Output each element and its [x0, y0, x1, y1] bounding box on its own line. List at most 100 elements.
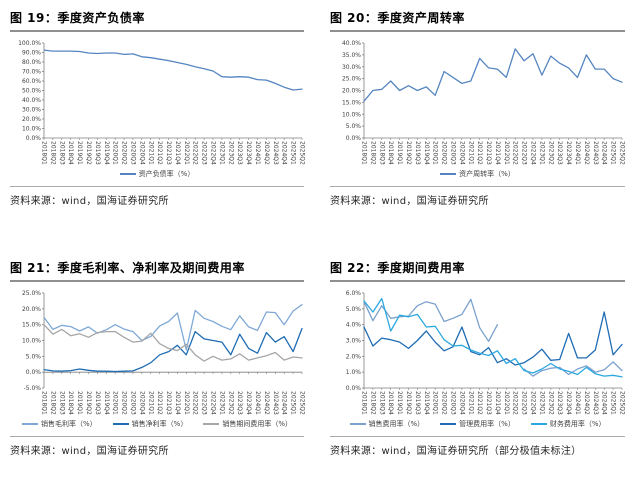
x-tick-label: 2019Q1: [76, 391, 83, 415]
x-tick-label: 2023Q4: [565, 141, 572, 165]
y-tick-label: 0.0%: [26, 135, 42, 142]
x-tick-label: 2020Q3: [449, 141, 456, 165]
x-tick-label: 2023Q4: [565, 391, 572, 415]
y-tick-label: 10.0%: [22, 338, 41, 345]
x-tick-label: 2020Q4: [458, 141, 465, 165]
x-tick-label: 2020Q1: [432, 141, 439, 165]
x-tick-label: 2019Q3: [94, 391, 101, 415]
figure-22-chart-area: 0.0% 1.0% 2.0% 3.0% 4.0% 5.0% 6.0% 2018Q1 2018Q2…: [330, 288, 626, 429]
x-tick-label: 2019Q4: [423, 141, 430, 165]
x-tick-label: 2018Q2: [369, 141, 376, 165]
x-tick-label: 2024Q4: [601, 141, 608, 165]
x-tick-label: 2020Q2: [121, 141, 128, 165]
x-tick-label: 2019Q2: [405, 141, 412, 165]
legend-label: 资产周转率（%）: [459, 170, 515, 178]
x-tick-label: 2023Q2: [227, 391, 234, 415]
figure-21-legend: 销售毛利率（%） 销售净利率（%） 销售期间费用率（%）: [10, 419, 304, 429]
x-tick-label: 2023Q1: [218, 391, 225, 415]
x-tick-label: 2022Q4: [210, 391, 217, 415]
x-tick-label: 2020Q3: [449, 391, 456, 415]
x-tick-label: 2025Q2: [619, 391, 626, 415]
y-tick-label: 0.0%: [346, 385, 362, 392]
x-tick-label: 2020Q2: [441, 141, 448, 165]
x-tick-label: 2022Q1: [183, 141, 190, 165]
y-tick-label: 40.0%: [22, 97, 41, 104]
y-tick-label: 35.0%: [342, 52, 361, 59]
x-tick-label: 2021Q2: [156, 391, 163, 415]
x-tick-label: 2024Q3: [272, 141, 279, 165]
y-tick-label: 90.0%: [22, 50, 41, 57]
x-tick-label: 2022Q2: [512, 141, 519, 165]
series-line-销售毛利率（%）: [43, 304, 303, 351]
x-tick-label: 2020Q1: [112, 141, 119, 165]
x-tick-label: 2023Q2: [547, 391, 554, 415]
x-tick-label: 2018Q4: [67, 391, 74, 415]
legend-line-marker: [119, 173, 136, 175]
x-axis: 2018Q1 2018Q2 2018Q3 2018Q4 2019Q1 2019Q2 2019…: [41, 137, 306, 165]
x-tick-label: 2025Q1: [610, 391, 617, 415]
title-rule: [330, 280, 625, 282]
x-tick-label: 2022Q2: [512, 391, 519, 415]
y-tick-label: 30.0%: [342, 64, 361, 71]
x-tick-label: 2022Q1: [183, 391, 190, 415]
y-tick-label: 0.0%: [346, 135, 362, 142]
x-tick-label: 2021Q4: [174, 391, 181, 415]
figure-21-chart-area: -5.0% 0.0% 5.0% 10.0% 15.0% 20.0% 25.0% 2018Q1 2…: [10, 288, 306, 429]
x-tick-label: 2024Q2: [263, 391, 270, 415]
figure-22: 图 22：季度期间费用率 0.0% 1.0% 2.0% 3.0% 4.0% 5.0% 6.0…: [320, 250, 641, 500]
debt-ratio-line-chart: 0.0% 10.0% 20.0% 30.0% 40.0% 50.0% 60.0% 70.0% 8…: [18, 40, 306, 165]
legend-item: 资产周转率（%）: [440, 169, 515, 179]
x-tick-label: 2021Q1: [467, 141, 474, 165]
series-line-管理费用率（%）: [363, 311, 623, 366]
x-tick-label: 2018Q1: [41, 391, 48, 415]
expense-ratios-line-chart: 0.0% 1.0% 2.0% 3.0% 4.0% 5.0% 6.0% 2018Q1 2018Q2…: [346, 290, 626, 415]
legend-item: 财务费用率（%）: [530, 419, 605, 429]
x-tick-label: 2023Q1: [538, 141, 545, 165]
x-tick-label: 2018Q2: [369, 391, 376, 415]
x-tick-label: 2018Q4: [387, 141, 394, 165]
x-tick-label: 2021Q4: [174, 141, 181, 165]
x-tick-label: 2024Q2: [263, 141, 270, 165]
x-tick-label: 2019Q3: [414, 141, 421, 165]
x-tick-label: 2019Q2: [85, 141, 92, 165]
x-tick-label: 2022Q4: [210, 141, 217, 165]
y-tick-label: 30.0%: [22, 107, 41, 114]
legend-item: 销售净利率（%）: [112, 419, 188, 429]
x-tick-label: 2025Q2: [619, 141, 626, 165]
y-axis: 0.0% 1.0% 2.0% 3.0% 4.0% 5.0% 6.0%: [346, 290, 365, 392]
source-rule: [10, 436, 304, 437]
y-tick-label: 20.0%: [22, 306, 41, 313]
x-tick-label: 2025Q2: [299, 141, 306, 165]
x-tick-label: 2022Q4: [530, 141, 537, 165]
x-tick-label: 2024Q3: [272, 391, 279, 415]
y-tick-label: 6.0%: [346, 290, 362, 297]
x-tick-label: 2020Q4: [458, 391, 465, 415]
x-tick-label: 2018Q3: [58, 391, 65, 415]
x-tick-label: 2024Q1: [574, 141, 581, 165]
asset-turnover-line-chart: 0.0% 5.0% 10.0% 15.0% 20.0% 25.0% 30.0% 35.0% 40…: [342, 40, 626, 165]
x-tick-label: 2021Q1: [147, 141, 154, 165]
y-axis: -5.0% 0.0% 5.0% 10.0% 15.0% 20.0% 25.0%: [22, 290, 45, 392]
y-axis: 0.0% 5.0% 10.0% 15.0% 20.0% 25.0% 30.0% 35.0% 40…: [342, 40, 365, 142]
x-tick-label: 2021Q3: [165, 391, 172, 415]
x-tick-label: 2025Q2: [299, 391, 306, 415]
x-tick-label: 2021Q3: [485, 391, 492, 415]
legend-item: 销售期间费用率（%）: [203, 419, 292, 429]
x-tick-label: 2022Q3: [201, 391, 208, 415]
x-tick-label: 2023Q2: [547, 141, 554, 165]
y-tick-label: 0.0%: [26, 369, 42, 376]
legend-label: 销售净利率（%）: [131, 420, 188, 428]
x-tick-label: 2020Q4: [138, 141, 145, 165]
source-rule: [10, 186, 304, 187]
x-tick-label: 2024Q1: [574, 391, 581, 415]
x-tick-label: 2021Q2: [156, 141, 163, 165]
figure-19: 图 19：季度资产负债率 0.0% 10.0% 20.0% 30.0% 40.0% 50.…: [0, 0, 320, 250]
x-axis: 2018Q1 2018Q2 2018Q3 2018Q4 2019Q1 2019Q2 2019…: [361, 137, 626, 165]
margin-ratios-line-chart: -5.0%0.0%5.0%10.0%15.0%20.0%25.0%2018Q1 2…: [22, 290, 306, 415]
x-tick-label: 2019Q3: [94, 141, 101, 165]
x-tick-label: 2023Q2: [227, 141, 234, 165]
title-rule: [330, 30, 625, 32]
figure-21-source: 资料来源：wind，国海证券研究所: [10, 446, 169, 457]
y-tick-label: 15.0%: [22, 322, 41, 329]
y-tick-label: 1.0%: [346, 369, 362, 376]
